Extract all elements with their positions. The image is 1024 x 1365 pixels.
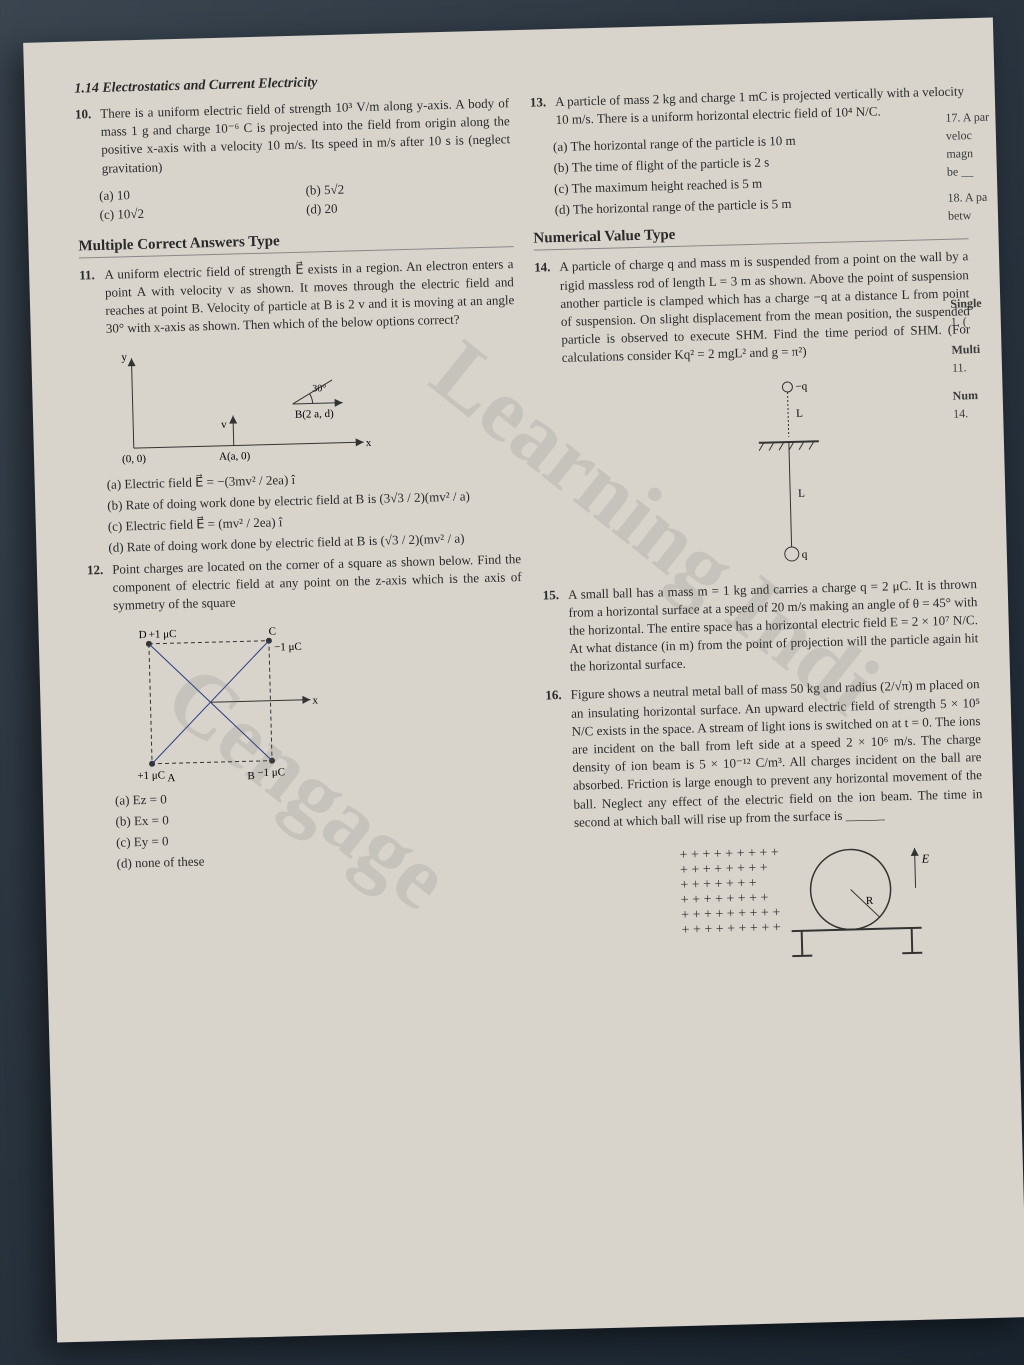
q11-diagram: y x (0, 0) v A(a, 0) 30° B(2 a, d) bbox=[111, 338, 519, 469]
question-16: 16. Figure shows a neutral metal ball of… bbox=[545, 676, 984, 833]
svg-text:B: B bbox=[247, 770, 255, 782]
left-column: 10. There is a uniform electric field of… bbox=[75, 94, 533, 992]
q11-text: A uniform electric field of strength E⃗ … bbox=[104, 255, 515, 338]
q14-diagram: −q L L q bbox=[737, 367, 977, 573]
q10-opt-b: (b) 5√2 bbox=[305, 177, 512, 198]
textbook-page: Cengage Learning Indi 1.14 Electrostatic… bbox=[23, 18, 1024, 1343]
svg-text:+1 μC: +1 μC bbox=[149, 628, 177, 641]
edge-14: 14. bbox=[953, 403, 1013, 423]
q14-number: 14. bbox=[534, 258, 556, 277]
svg-text:q: q bbox=[802, 548, 808, 560]
q10-opt-a: (a) 10 bbox=[99, 182, 306, 203]
question-15: 15. A small ball has a mass m = 1 kg and… bbox=[543, 575, 980, 677]
svg-text:x: x bbox=[312, 694, 318, 706]
q10-text: There is a uniform electric field of str… bbox=[100, 94, 511, 177]
question-10: 10. There is a uniform electric field of… bbox=[75, 94, 512, 178]
svg-text:−1 μC: −1 μC bbox=[257, 766, 285, 779]
q14-svg: −q L L q bbox=[737, 370, 842, 573]
q11-svg: y x (0, 0) v A(a, 0) 30° B(2 a, d) bbox=[111, 341, 374, 468]
svg-text:R: R bbox=[866, 895, 874, 907]
q10-opt-c: (c) 10√2 bbox=[99, 201, 306, 222]
q12-text: Point charges are located on the corner … bbox=[112, 550, 522, 615]
q13-number: 13. bbox=[530, 93, 552, 112]
svg-text:−q: −q bbox=[795, 380, 808, 392]
q16-svg: + + + + + + + + + + + + + + + + + + + + … bbox=[669, 832, 952, 969]
svg-text:L: L bbox=[798, 487, 805, 499]
svg-text:y: y bbox=[121, 351, 127, 363]
edge-single: Single bbox=[950, 293, 1010, 313]
svg-text:C: C bbox=[268, 626, 276, 638]
svg-text:v: v bbox=[221, 418, 227, 430]
next-page-sliver: 17. A par veloc magn be __ 18. A pa betw… bbox=[945, 107, 1013, 422]
q16-diagram: + + + + + + + + + + + + + + + + + + + + … bbox=[669, 831, 987, 969]
q12-number: 12. bbox=[87, 560, 109, 579]
svg-text:B(2 a, d): B(2 a, d) bbox=[295, 407, 334, 420]
question-11: 11. A uniform electric field of strength… bbox=[79, 255, 516, 339]
q14-text: A particle of charge q and mass m is sus… bbox=[559, 248, 971, 368]
right-column: 13. A particle of mass 2 kg and charge 1… bbox=[530, 82, 988, 980]
svg-text:D: D bbox=[139, 629, 147, 641]
question-13: 13. A particle of mass 2 kg and charge 1… bbox=[530, 82, 966, 130]
numerical-value-heading: Numerical Value Type bbox=[533, 220, 968, 251]
multiple-correct-heading: Multiple Correct Answers Type bbox=[78, 227, 513, 258]
question-12: 12. Point charges are located on the cor… bbox=[87, 550, 523, 616]
q12-options: (a) Ez = 0 (b) Ex = 0 (c) Ey = 0 (d) non… bbox=[93, 782, 530, 872]
two-column-layout: 10. There is a uniform electric field of… bbox=[75, 82, 988, 992]
edge-1: 1. ( bbox=[951, 311, 1011, 331]
svg-text:A(a, 0): A(a, 0) bbox=[219, 450, 251, 463]
edge-multi: Multi bbox=[951, 339, 1011, 359]
q13-text: A particle of mass 2 kg and charge 1 mC … bbox=[555, 82, 965, 129]
svg-text:E: E bbox=[921, 851, 930, 865]
svg-text:+1 μC: +1 μC bbox=[137, 770, 165, 783]
q12-diagram: D +1 μC C −1 μC +1 μC A −1 μC B x bbox=[118, 614, 527, 785]
edge-q17: 17. A par veloc magn be __ bbox=[945, 107, 1007, 181]
q13-options: (a) The horizontal range of the particle… bbox=[531, 129, 968, 219]
svg-text:−1 μC: −1 μC bbox=[274, 641, 302, 654]
svg-text:L: L bbox=[796, 407, 803, 419]
q15-text: A small ball has a mass m = 1 kg and car… bbox=[568, 575, 979, 677]
q10-number: 10. bbox=[75, 105, 97, 124]
q16-number: 16. bbox=[545, 686, 567, 705]
q11-origin-label: (0, 0) bbox=[122, 452, 146, 465]
q15-number: 15. bbox=[543, 585, 565, 604]
q11-number: 11. bbox=[79, 266, 101, 285]
svg-text:x: x bbox=[366, 436, 372, 448]
svg-text:+ + + + + + + + +: + + + + + + + + + bbox=[681, 920, 781, 938]
svg-text:30°: 30° bbox=[312, 383, 326, 394]
question-14: 14. A particle of charge q and mass m is… bbox=[534, 248, 972, 368]
q12-svg: D +1 μC C −1 μC +1 μC A −1 μC B x bbox=[118, 619, 322, 784]
edge-q18: 18. A pa betw bbox=[947, 187, 1008, 225]
q10-options: (a) 10 (b) 5√2 (c) 10√2 (d) 20 bbox=[99, 177, 513, 226]
q16-text: Figure shows a neutral metal ball of mas… bbox=[570, 676, 983, 832]
q11-options: (a) Electric field E⃗ = −(3mv² / 2ea) î … bbox=[85, 466, 522, 556]
edge-11: 11. bbox=[952, 357, 1012, 377]
edge-num: Num bbox=[952, 385, 1012, 405]
q10-opt-d: (d) 20 bbox=[306, 196, 513, 217]
svg-text:A: A bbox=[167, 772, 175, 784]
